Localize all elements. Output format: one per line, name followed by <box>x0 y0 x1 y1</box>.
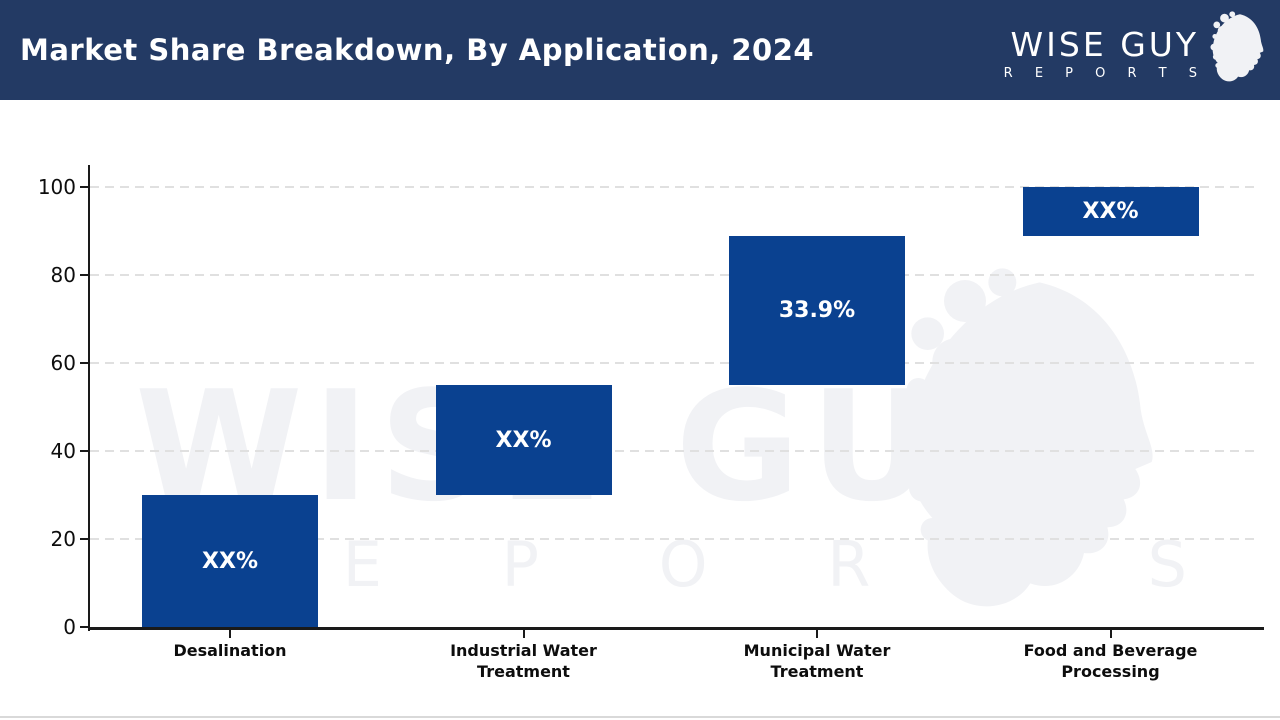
y-axis-tick <box>80 450 88 452</box>
y-axis-tick-label: 20 <box>50 527 76 551</box>
chart-title: Market Share Breakdown, By Application, … <box>20 33 815 67</box>
y-axis-tick <box>80 362 88 364</box>
x-axis-category-label: Desalination <box>173 641 287 660</box>
y-axis-tick-label: 100 <box>37 175 76 199</box>
logo-reports-text: R E P O R T S <box>1003 66 1206 81</box>
x-axis-tick <box>229 630 231 638</box>
bar-industrial-water-treatment: XX% <box>435 385 612 495</box>
y-axis-tick <box>80 186 88 188</box>
logo-head-icon <box>1210 11 1264 82</box>
header-bar: Market Share Breakdown, By Application, … <box>0 0 1280 100</box>
x-axis-tick <box>816 630 818 638</box>
x-axis-tick <box>522 630 525 638</box>
gridline-y-60 <box>90 362 1258 364</box>
wise-guy-reports-logo: WISE GUY R E P O R T S <box>1004 8 1268 92</box>
y-axis-tick-label: 0 <box>63 615 76 639</box>
x-axis-category-label: Industrial Water Treatment <box>450 641 597 681</box>
gridline-y-100 <box>90 186 1258 188</box>
x-axis-line <box>88 627 1264 630</box>
y-axis-tick-label: 60 <box>50 351 76 375</box>
bar-food-and-beverage-processing: XX% <box>1022 187 1199 236</box>
y-axis-tick <box>80 626 88 628</box>
y-axis-tick <box>80 274 88 276</box>
gridline-y-80 <box>90 274 1258 276</box>
bar-desalination: XX% <box>142 495 318 627</box>
bar-value-label: XX% <box>202 548 258 574</box>
x-axis-tick <box>1109 630 1112 638</box>
bar-municipal-water-treatment: 33.9% <box>729 235 905 385</box>
gridline-y-40 <box>90 450 1258 452</box>
y-axis-tick-label: 40 <box>50 439 76 463</box>
bar-value-label: XX% <box>1082 198 1139 224</box>
gridline-y-20 <box>90 538 1258 540</box>
bar-value-label: 33.9% <box>778 297 856 323</box>
x-axis-category-label: Food and Beverage Processing <box>1023 641 1198 681</box>
y-axis-tick <box>80 538 88 540</box>
y-axis-line <box>88 165 90 631</box>
bottom-divider <box>0 716 1280 718</box>
logo-wordmark: WISE GUY <box>1010 25 1200 64</box>
bar-value-label: XX% <box>495 427 552 453</box>
y-axis-tick-label: 80 <box>50 263 76 287</box>
x-axis-category-label: Municipal Water Treatment <box>743 641 891 681</box>
